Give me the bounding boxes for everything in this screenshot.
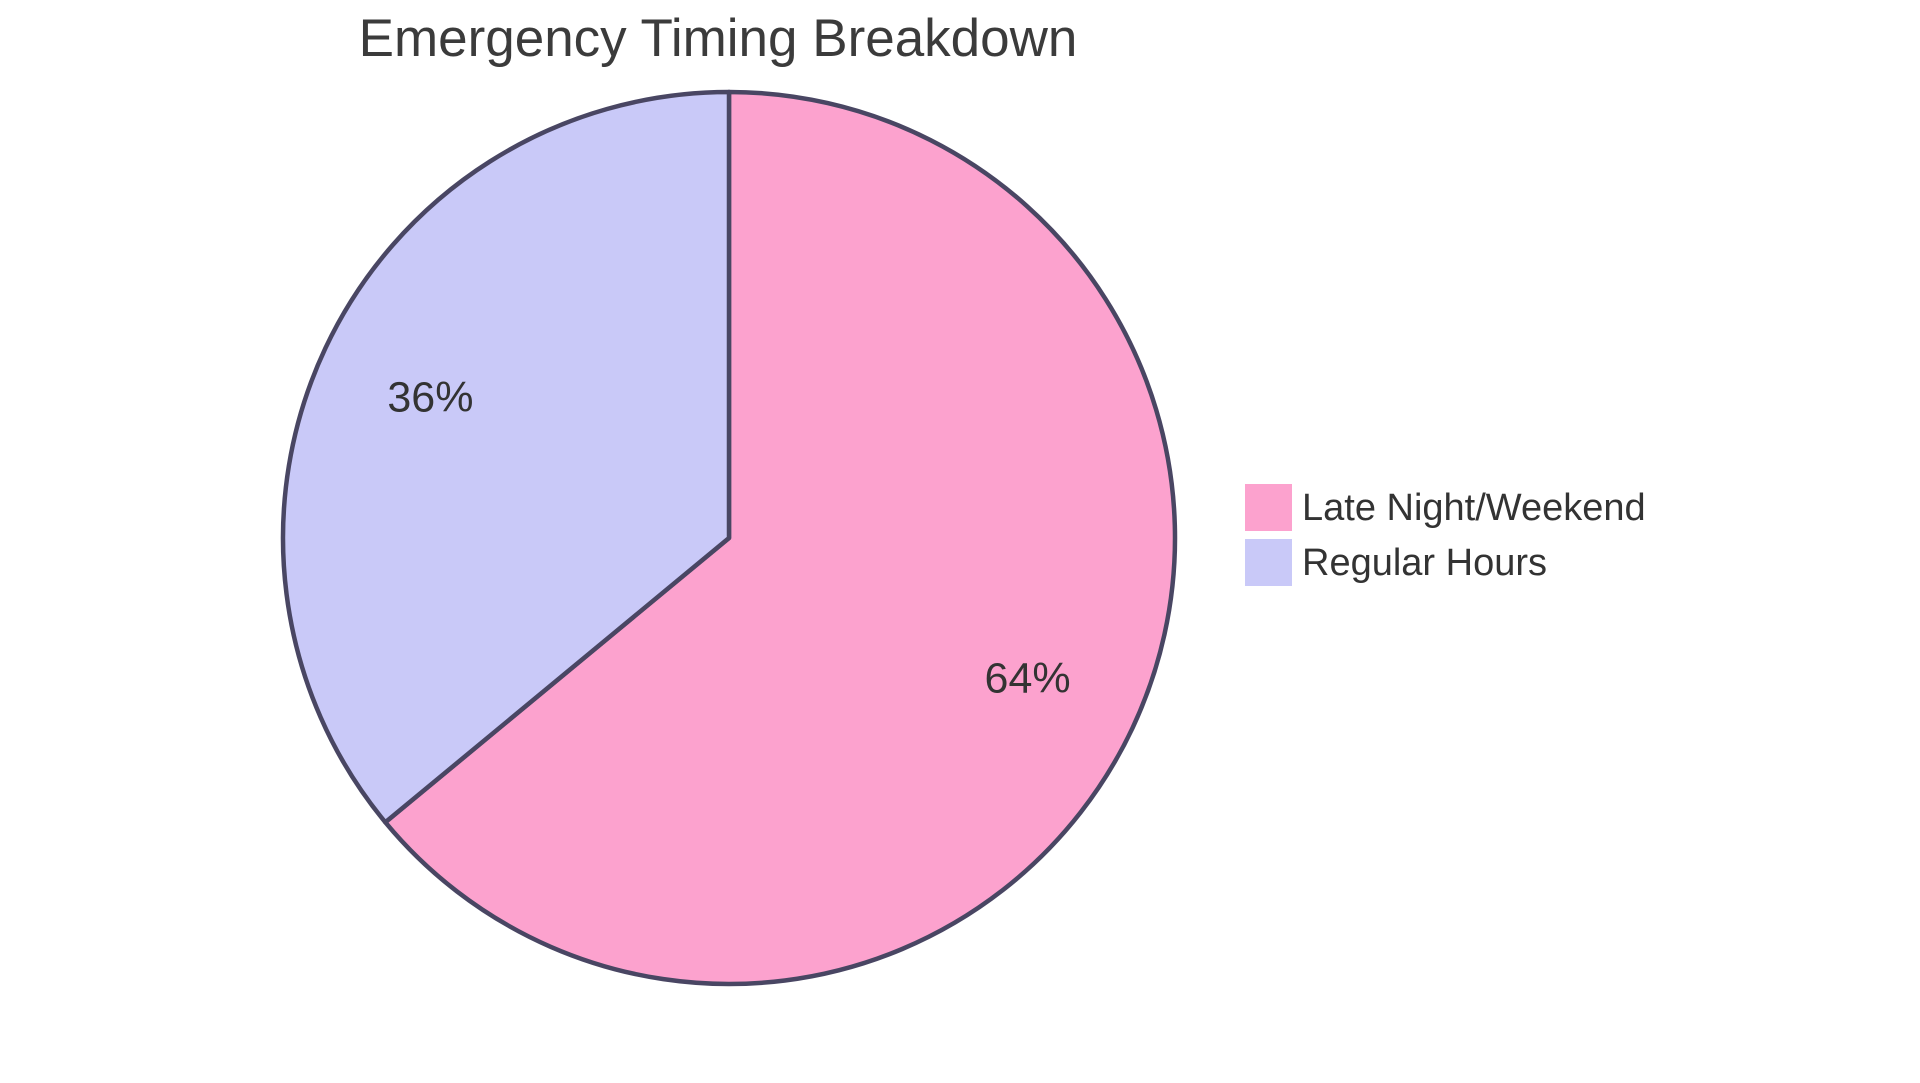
legend-label-1: Regular Hours <box>1302 541 1547 584</box>
legend-label-0: Late Night/Weekend <box>1302 486 1646 529</box>
chart-title: Emergency Timing Breakdown <box>358 9 1078 68</box>
legend-swatch-1 <box>1245 539 1292 586</box>
legend: Late Night/Weekend Regular Hours <box>1245 484 1646 594</box>
slice-percent-label-0: 64% <box>985 655 1071 703</box>
pie-slice-0 <box>383 89 1178 987</box>
legend-item-0: Late Night/Weekend <box>1245 484 1646 531</box>
legend-item-1: Regular Hours <box>1245 539 1646 586</box>
pie-slice-1 <box>280 89 732 825</box>
legend-swatch-0 <box>1245 484 1292 531</box>
slice-percent-label-1: 36% <box>387 374 473 422</box>
